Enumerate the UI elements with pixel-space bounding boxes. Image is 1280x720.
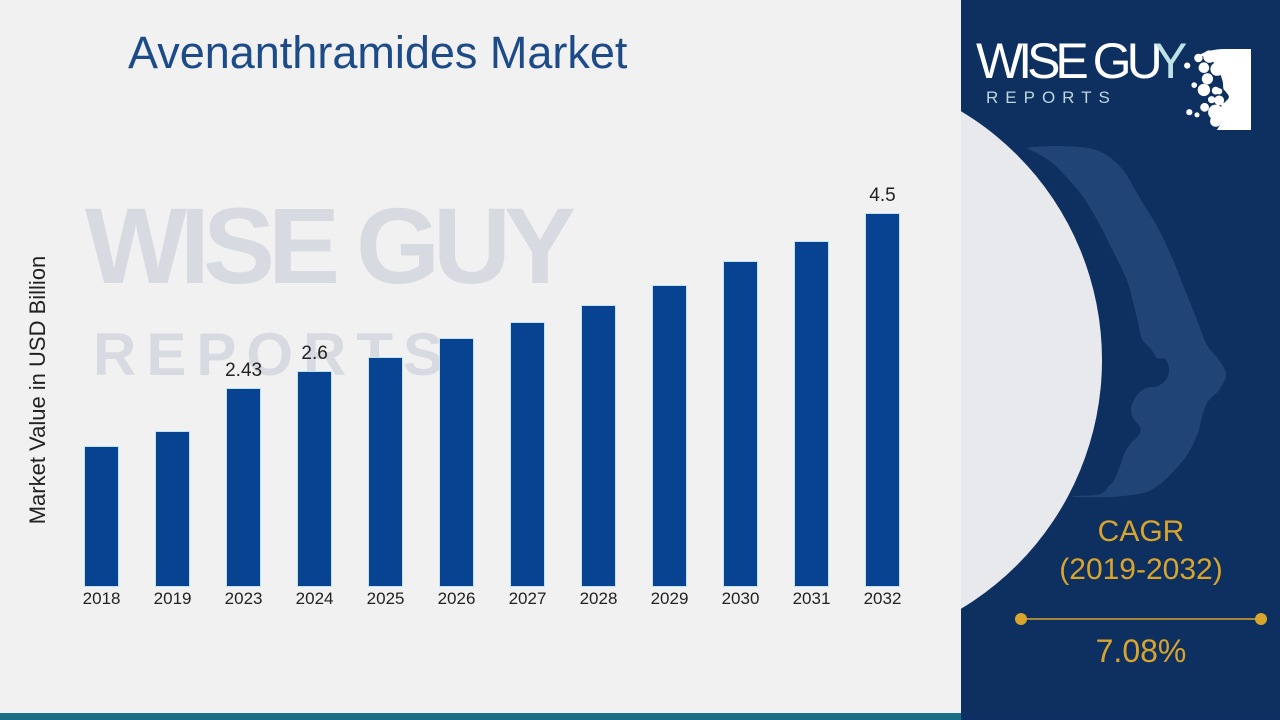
svg-text:Y: Y — [1154, 33, 1187, 89]
svg-text:WISE GU: WISE GU — [976, 33, 1160, 89]
svg-text:REPORTS: REPORTS — [986, 88, 1117, 107]
